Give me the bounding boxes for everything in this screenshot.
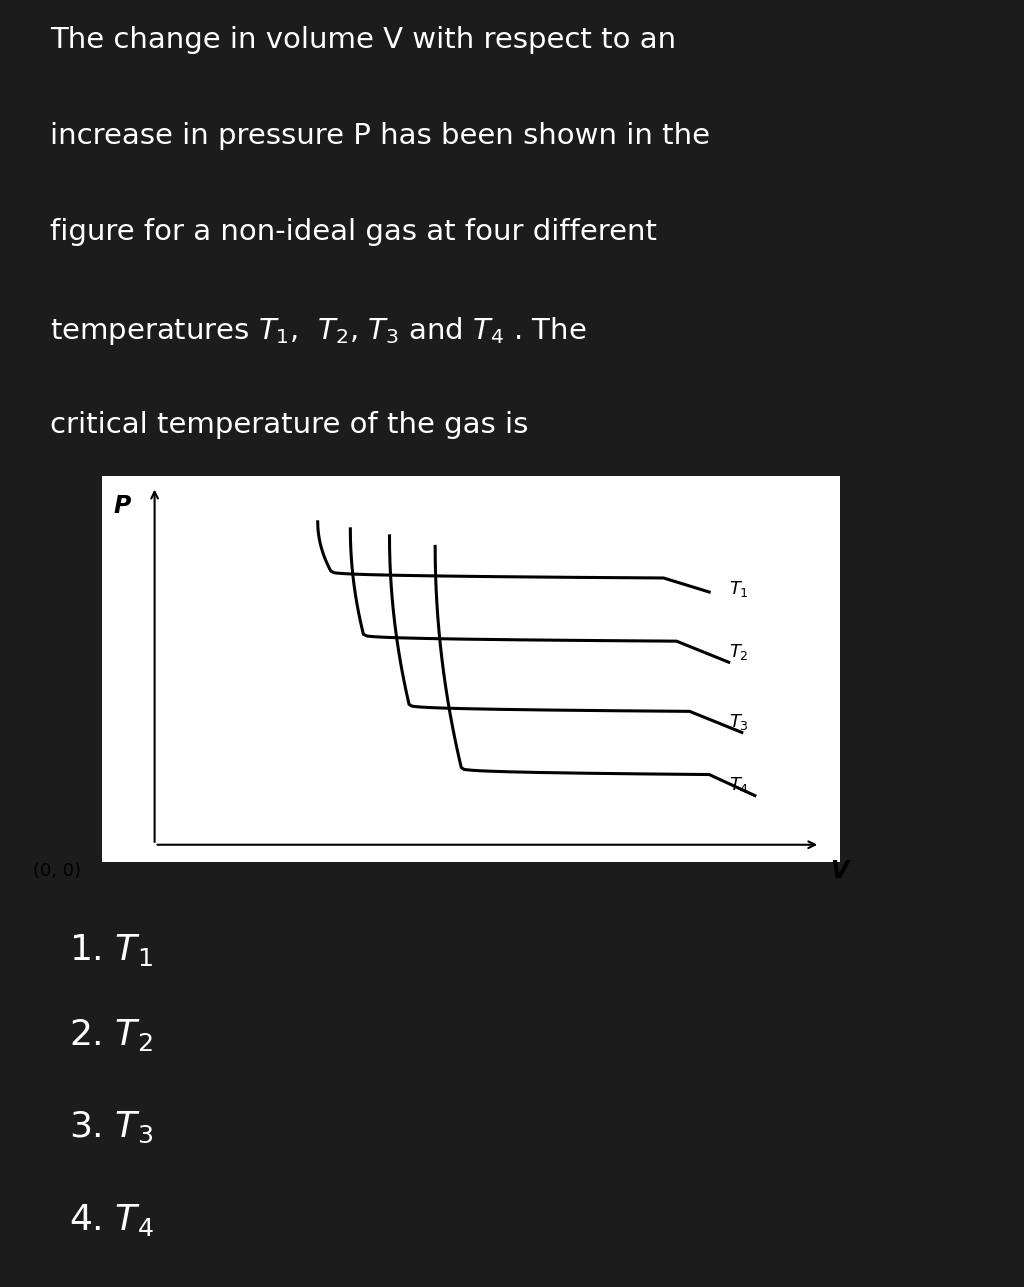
Text: increase in pressure P has been shown in the: increase in pressure P has been shown in… xyxy=(50,122,710,151)
Text: $T_3$: $T_3$ xyxy=(729,712,749,732)
Text: P: P xyxy=(114,494,131,517)
Text: 3. $T_3$: 3. $T_3$ xyxy=(70,1109,154,1145)
Text: 4. $T_4$: 4. $T_4$ xyxy=(70,1202,154,1238)
Text: 2. $T_2$: 2. $T_2$ xyxy=(70,1017,153,1053)
Text: critical temperature of the gas is: critical temperature of the gas is xyxy=(50,411,528,439)
Text: temperatures $T_1$,  $T_2$, $T_3$ and $T_4$ . The: temperatures $T_1$, $T_2$, $T_3$ and $T_… xyxy=(50,314,587,346)
Text: $T_4$: $T_4$ xyxy=(729,775,749,795)
Text: (0, 0): (0, 0) xyxy=(33,862,81,880)
Text: 1. $T_1$: 1. $T_1$ xyxy=(70,932,153,968)
Text: The change in volume V with respect to an: The change in volume V with respect to a… xyxy=(50,26,676,54)
Text: $T_2$: $T_2$ xyxy=(729,642,749,662)
Text: figure for a non-ideal gas at four different: figure for a non-ideal gas at four diffe… xyxy=(50,219,657,246)
Text: V: V xyxy=(830,858,849,883)
Text: $T_1$: $T_1$ xyxy=(729,579,749,598)
